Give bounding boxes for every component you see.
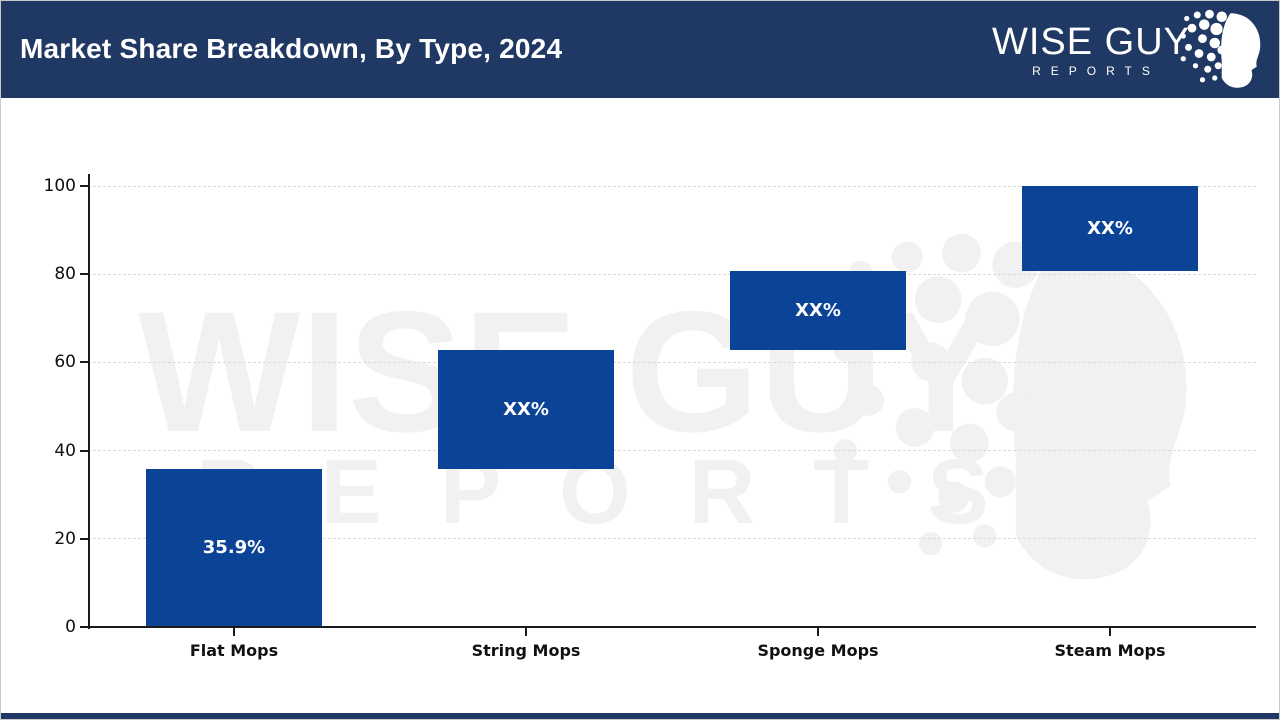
y-tick-label-40: 40: [54, 440, 76, 461]
x-tick-mark-0: [233, 628, 235, 636]
category-label-2: Sponge Mops: [757, 641, 879, 660]
bar-string-mops: XX%: [438, 349, 614, 469]
bar-steam-mops: XX%: [1022, 186, 1198, 271]
face-profile-icon: [1180, 9, 1261, 88]
gridline-40: [88, 450, 1256, 452]
y-tick-mark-40: [80, 449, 88, 452]
y-tick-label-100: 100: [43, 176, 76, 196]
y-tick-mark-60: [80, 361, 88, 364]
bar-value-label: XX%: [503, 398, 549, 420]
x-tick-mark-2: [817, 628, 819, 636]
y-tick-label-0: 0: [65, 617, 76, 637]
y-axis-line: [88, 174, 90, 629]
x-axis-line: [88, 626, 1256, 628]
y-tick-mark-80: [80, 273, 88, 276]
bar-flat-mops: 35.9%: [146, 468, 322, 627]
y-tick-label-20: 20: [54, 528, 76, 549]
brand-logo: WISE GUY REPORTS: [992, 8, 1264, 92]
bar-value-label: XX%: [1087, 217, 1133, 239]
category-label-1: String Mops: [471, 641, 581, 660]
y-tick-label-80: 80: [54, 264, 76, 285]
gridline-100: [88, 185, 1256, 187]
category-label-3: Steam Mops: [1054, 641, 1166, 660]
brand-text: WISE GUY REPORTS: [992, 23, 1190, 78]
gridline-20: [88, 538, 1256, 540]
bar-value-label: 35.9%: [202, 537, 266, 559]
x-tick-mark-3: [1109, 628, 1111, 636]
y-tick-mark-20: [80, 537, 88, 540]
y-tick-mark-0: [80, 626, 88, 628]
page-title: Market Share Breakdown, By Type, 2024: [20, 33, 563, 64]
header: Market Share Breakdown, By Type, 2024 WI…: [0, 0, 1280, 98]
brand-subtext: REPORTS: [1032, 63, 1160, 78]
y-tick-mark-100: [80, 185, 88, 187]
gridline-80: [88, 273, 1256, 275]
gridline-60: [88, 361, 1256, 363]
bar-sponge-mops: XX%: [730, 270, 906, 350]
x-tick-mark-1: [525, 628, 527, 636]
bar-value-label: XX%: [795, 299, 841, 321]
bottom-brand-bar: [0, 713, 1280, 720]
y-tick-label-60: 60: [54, 352, 76, 373]
category-label-0: Flat Mops: [189, 641, 279, 660]
brand-wordmark: WISE GUY: [991, 20, 1190, 63]
